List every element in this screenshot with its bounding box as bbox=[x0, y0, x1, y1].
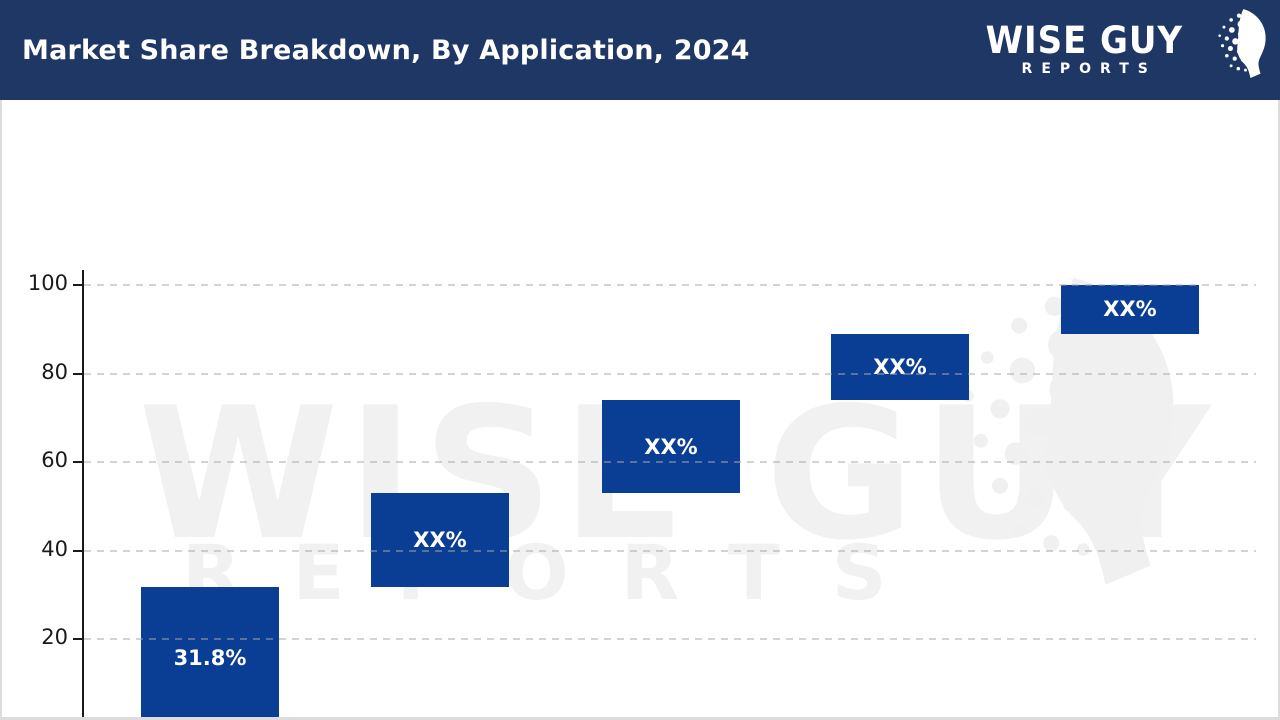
bar-industrial-equipment: XX% bbox=[602, 400, 740, 494]
watermark-text-secondary: REPORTS bbox=[182, 528, 939, 617]
y-axis-tick-mark bbox=[73, 549, 82, 552]
bar-automotive: XX% bbox=[371, 493, 509, 588]
logo-text: WISE GUY REPORTS bbox=[977, 19, 1192, 77]
gridline-80 bbox=[84, 372, 1256, 375]
y-axis-tick-mark bbox=[73, 284, 82, 286]
y-axis-tick-label-60: 60 bbox=[41, 448, 68, 473]
gridline-40 bbox=[84, 549, 1256, 552]
gridline-60 bbox=[84, 461, 1256, 464]
logo-head-icon bbox=[1198, 7, 1270, 93]
y-axis-tick-label-40: 40 bbox=[41, 536, 68, 561]
frame-border-right bbox=[1278, 100, 1280, 720]
gridline-100 bbox=[84, 284, 1256, 286]
bar-value-label: XX% bbox=[873, 354, 927, 379]
header-banner: Market Share Breakdown, By Application, … bbox=[0, 0, 1280, 100]
logo-primary-text: WISE GUY bbox=[985, 19, 1184, 62]
y-axis-tick-label-100: 100 bbox=[27, 271, 68, 295]
frame-border-bottom bbox=[0, 717, 1280, 720]
bar-value-label: 31.8% bbox=[173, 645, 247, 670]
bar-consumer-electronics: 31.8% bbox=[141, 587, 279, 720]
bar-telecommunications: XX% bbox=[831, 333, 969, 401]
wise-guy-reports-logo: WISE GUY REPORTS bbox=[977, 7, 1280, 93]
y-axis-tick-label-80: 80 bbox=[41, 359, 68, 384]
page-title: Market Share Breakdown, By Application, … bbox=[22, 34, 750, 66]
frame-border-left bbox=[0, 100, 2, 720]
bar-value-label: XX% bbox=[413, 528, 467, 553]
plot-area: 31.8%Consumer ElectronicsXX%AutomotiveXX… bbox=[0, 100, 1280, 720]
y-axis-tick-mark bbox=[73, 372, 82, 375]
y-axis-tick-label-20: 20 bbox=[41, 625, 68, 650]
y-axis-line bbox=[82, 270, 84, 720]
bar-renewable-energy: XX% bbox=[1061, 285, 1199, 334]
gridline-20 bbox=[84, 638, 1256, 641]
logo-secondary-text: REPORTS bbox=[1021, 61, 1157, 77]
bar-value-label: XX% bbox=[1103, 297, 1157, 322]
chart-canvas: WISE GUY REPORTS 31.8%Consumer Electroni… bbox=[0, 100, 1280, 720]
y-axis-tick-mark bbox=[73, 461, 82, 464]
bar-value-label: XX% bbox=[644, 434, 698, 459]
y-axis-tick-mark bbox=[73, 638, 82, 641]
